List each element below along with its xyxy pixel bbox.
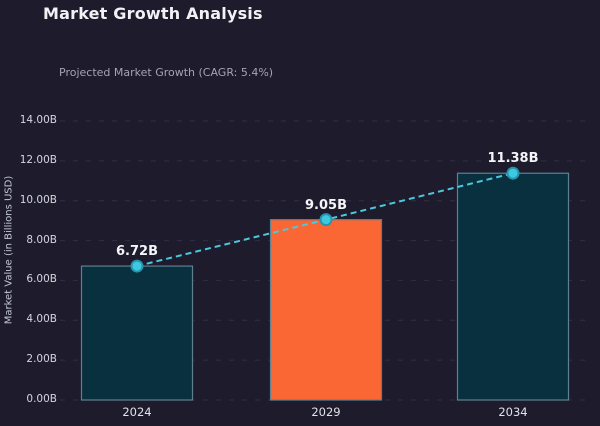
chart-subtitle: Projected Market Growth (CAGR: 5.4%) — [59, 66, 274, 79]
y-tick-label: 4.00B — [26, 313, 57, 326]
value-label: 6.72B — [116, 244, 158, 260]
x-tick-label: 2029 — [311, 405, 341, 419]
y-tick-label: 8.00B — [26, 233, 57, 246]
bar-2034 — [456, 172, 570, 401]
bar-2029 — [269, 219, 383, 401]
y-tick-label: 6.00B — [26, 273, 57, 286]
y-tick-label: 0.00B — [26, 393, 57, 405]
y-tick-label: 14.00B — [19, 114, 57, 126]
x-tick-label: 2034 — [498, 405, 528, 419]
trend-marker — [130, 259, 144, 273]
chart-title: Market Growth Analysis — [43, 4, 263, 23]
value-label: 9.05B — [305, 197, 347, 213]
y-tick-label: 2.00B — [26, 353, 57, 366]
y-tick-label: 10.00B — [19, 193, 57, 206]
trend-marker — [506, 166, 520, 180]
x-tick-label: 2024 — [122, 405, 152, 419]
y-tick-label: 12.00B — [19, 153, 57, 166]
value-label: 11.38B — [487, 151, 539, 167]
bar-2024 — [80, 265, 194, 401]
trend-marker — [319, 213, 333, 227]
